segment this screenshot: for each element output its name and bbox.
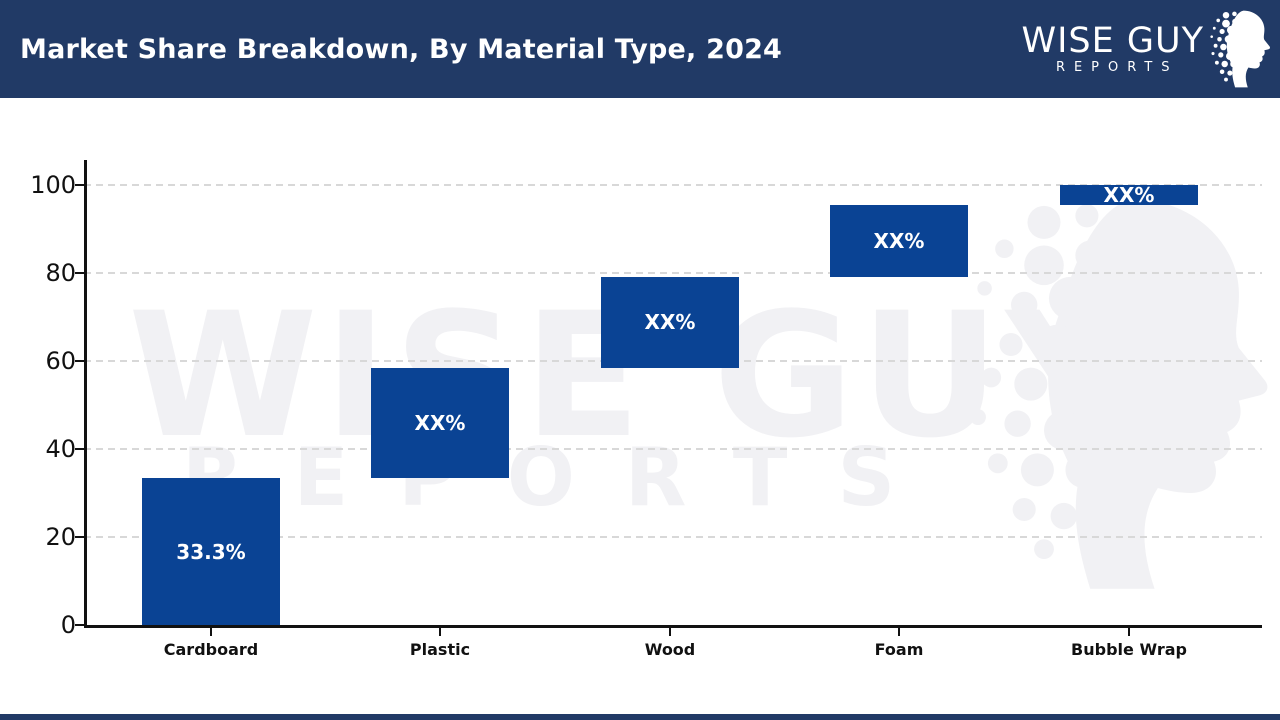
gridline-20 xyxy=(84,536,1262,538)
x-tick-mark xyxy=(1128,628,1130,636)
x-tick-mark xyxy=(439,628,441,636)
gridline-40 xyxy=(84,448,1262,450)
bar-value-label-cardboard: 33.3% xyxy=(176,539,246,564)
x-axis-tick-label-cardboard: Cardboard xyxy=(163,640,259,659)
gridline-80 xyxy=(84,272,1262,274)
wise-guy-reports-logo: WISE GUY REPORTS xyxy=(1021,6,1272,92)
x-tick-mark xyxy=(898,628,900,636)
logo-wordmark: WISE GUY xyxy=(1021,20,1204,61)
y-axis-tick-label: 20 xyxy=(45,523,76,551)
watermark-face-icon xyxy=(945,168,1275,620)
watermark-subtext: REPORTS xyxy=(182,431,946,524)
logo-text: WISE GUY REPORTS xyxy=(1021,20,1204,76)
bar-value-label-wood: XX% xyxy=(644,310,696,335)
footer-bar xyxy=(0,714,1280,720)
y-axis-tick-label: 100 xyxy=(30,171,76,199)
y-tick-mark xyxy=(75,448,84,450)
x-axis-tick-label-foam: Foam xyxy=(874,640,924,659)
bar-value-label-bubble-wrap: XX% xyxy=(1103,183,1155,208)
y-tick-mark xyxy=(75,624,84,626)
bar-value-label-foam: XX% xyxy=(873,228,925,253)
bar-foam: XX% xyxy=(830,205,968,277)
y-axis-tick-label: 40 xyxy=(45,435,76,463)
y-axis-line xyxy=(84,160,87,628)
header-bar: Market Share Breakdown, By Material Type… xyxy=(0,0,1280,98)
gridline-100 xyxy=(84,184,1262,186)
y-tick-mark xyxy=(75,184,84,186)
x-tick-mark xyxy=(210,628,212,636)
bar-wood: XX% xyxy=(601,276,739,369)
y-tick-mark xyxy=(75,272,84,274)
logo-face-icon xyxy=(1206,10,1272,88)
y-axis-tick-label: 0 xyxy=(60,611,76,639)
bar-bubble-wrap: XX% xyxy=(1060,183,1198,208)
bar-value-label-plastic: XX% xyxy=(414,411,466,436)
y-tick-mark xyxy=(75,360,84,362)
x-tick-mark xyxy=(669,628,671,636)
bar-plastic: XX% xyxy=(371,368,509,479)
y-axis-tick-label: 80 xyxy=(45,259,76,287)
x-axis-line xyxy=(84,625,1262,628)
x-axis-tick-label-bubble-wrap: Bubble Wrap xyxy=(1071,640,1187,659)
y-axis-tick-label: 60 xyxy=(45,347,76,375)
chart-title: Market Share Breakdown, By Material Type… xyxy=(20,33,783,65)
logo-subtext: REPORTS xyxy=(1055,60,1179,76)
bar-cardboard: 33.3% xyxy=(142,478,280,625)
x-axis-tick-label-wood: Wood xyxy=(644,640,696,659)
x-axis-tick-label-plastic: Plastic xyxy=(409,640,471,659)
y-tick-mark xyxy=(75,536,84,538)
